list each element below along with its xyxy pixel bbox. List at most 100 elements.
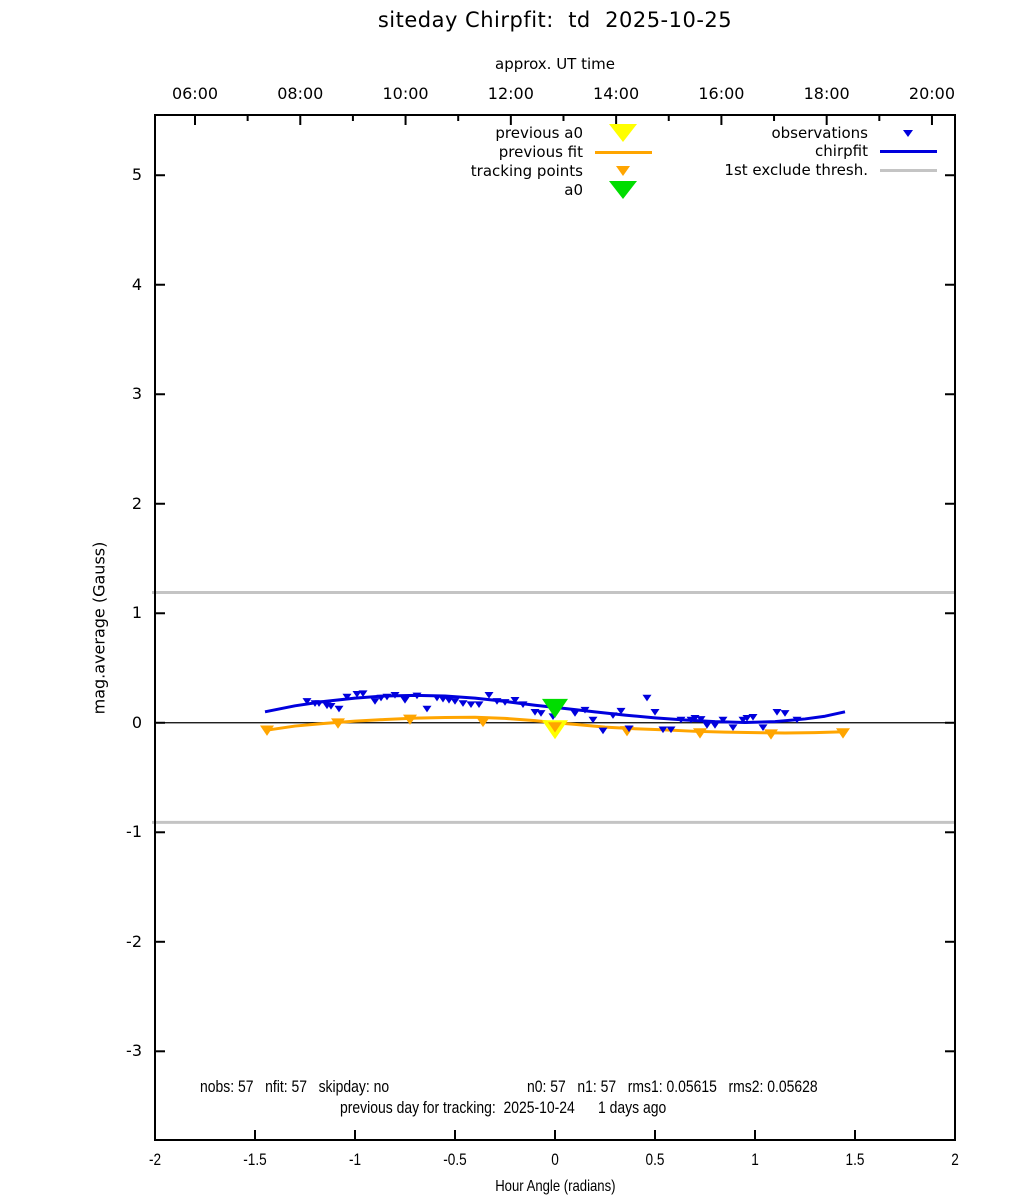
x-axis-title: Hour Angle (radians) xyxy=(155,1176,955,1196)
observation-point xyxy=(676,716,686,724)
plot-frame xyxy=(154,114,956,1141)
observation-point xyxy=(500,699,510,706)
y-axis-title: mag.average (Gauss) xyxy=(89,541,109,715)
tracking-point xyxy=(548,722,562,733)
previous-fit-legend-line-icon xyxy=(595,151,652,154)
top-axis-title: approx. UT time xyxy=(495,55,615,73)
stats-line2: previous day for tracking: 2025-10-24 1 … xyxy=(340,1099,738,1116)
observation-point xyxy=(334,705,344,713)
y-tick-label: 2 xyxy=(131,493,142,513)
x-tick-label: -2 xyxy=(148,1150,162,1169)
observation-point xyxy=(658,726,668,734)
observation-point xyxy=(458,700,468,707)
legend-label-exclude-thresh: 1st exclude thresh. xyxy=(724,161,868,179)
observation-point xyxy=(748,713,758,721)
tracking-point xyxy=(476,716,490,728)
observation-point xyxy=(422,705,432,713)
observation-point xyxy=(342,693,352,701)
observation-point xyxy=(588,716,598,724)
ut-tick-label: 14:00 xyxy=(593,84,640,103)
observation-point xyxy=(518,701,528,708)
observation-point xyxy=(728,724,738,731)
chart-title: siteday Chirpfit: td 2025-10-25 xyxy=(377,8,733,32)
ut-tick-label: 12:00 xyxy=(487,84,534,103)
observation-point xyxy=(376,694,386,702)
observation-point xyxy=(450,698,460,705)
ut-tick-label: 20:00 xyxy=(908,84,955,103)
observation-point xyxy=(608,712,618,719)
legend-label-tracking-points: tracking points xyxy=(470,162,583,180)
ut-tick-label: 18:00 xyxy=(803,84,850,103)
observation-point xyxy=(314,700,324,707)
exclude-thresh-legend-line-icon xyxy=(880,169,937,172)
tracking-point xyxy=(693,728,707,739)
observation-point xyxy=(702,722,712,729)
stats-line1-right: n0: 57 n1: 57 rms1: 0.05615 rms2: 0.0562… xyxy=(527,1078,881,1095)
tracking-points-legend-marker-icon xyxy=(616,166,630,176)
observation-point xyxy=(382,693,392,701)
observation-point xyxy=(412,692,422,700)
stats-line1-right-text: n0: 57 n1: 57 rms1: 0.05615 rms2: 0.0562… xyxy=(527,1077,818,1096)
ut-tick-label: 10:00 xyxy=(382,84,429,103)
chirpfit-curve xyxy=(264,693,846,724)
previous-a0-legend-marker-icon xyxy=(609,124,637,142)
observation-point xyxy=(510,696,520,704)
observation-point xyxy=(400,696,410,704)
observation-point xyxy=(536,710,546,717)
a0-marker xyxy=(542,698,568,718)
observation-point xyxy=(570,710,580,717)
x-tick-label: 0 xyxy=(551,1150,559,1169)
x-tick-label: 1.5 xyxy=(845,1150,865,1169)
y-tick-label: 5 xyxy=(131,165,142,185)
observation-point xyxy=(302,698,312,705)
y-tick-label: 4 xyxy=(131,274,142,294)
observation-point xyxy=(696,716,706,723)
observation-point xyxy=(650,709,660,716)
observation-point xyxy=(370,698,380,705)
observation-point xyxy=(352,690,362,698)
observation-point xyxy=(758,724,768,731)
x-tick-label: -0.5 xyxy=(443,1150,467,1169)
x-tick-label: -1 xyxy=(348,1150,362,1169)
tracking-point xyxy=(764,729,778,740)
observation-point xyxy=(780,710,790,717)
y-tick-label: 3 xyxy=(131,384,142,404)
observation-point xyxy=(390,692,400,699)
x-tick-label: 1 xyxy=(751,1150,759,1169)
ut-tick-label: 06:00 xyxy=(171,84,219,103)
x-tick-label: 0.5 xyxy=(645,1150,665,1169)
chirpfit-legend-line-icon xyxy=(880,150,937,153)
observation-point xyxy=(772,709,782,716)
y-tick-label: 0 xyxy=(131,712,142,732)
observation-point xyxy=(616,707,626,715)
observation-point xyxy=(492,698,502,705)
x-axis-title-text: Hour Angle (radians) xyxy=(494,1178,616,1195)
tracking-point xyxy=(260,725,274,736)
observation-point xyxy=(642,694,652,702)
observation-point xyxy=(580,706,590,714)
observations-legend-marker-icon xyxy=(903,130,913,137)
legend-label-a0: a0 xyxy=(564,181,583,199)
a0-legend-marker-icon xyxy=(609,181,637,199)
stats-line1-left-text: nobs: 57 nfit: 57 skipday: no xyxy=(200,1077,390,1096)
stats-line2-text: previous day for tracking: 2025-10-24 1 … xyxy=(340,1098,667,1117)
observation-point xyxy=(718,716,728,724)
tracking-point xyxy=(331,718,345,729)
legend-label-chirpfit: chirpfit xyxy=(815,142,868,160)
observation-point xyxy=(358,690,368,698)
y-tick-label: -2 xyxy=(126,931,142,951)
legend-label-previous-a0: previous a0 xyxy=(495,124,583,142)
observation-point xyxy=(326,703,336,710)
tracking-point xyxy=(836,728,850,739)
observation-point xyxy=(742,715,752,722)
observation-point xyxy=(474,701,484,708)
observation-point xyxy=(666,726,676,734)
observation-point xyxy=(624,725,634,733)
observation-point xyxy=(792,716,802,724)
y-tick-label: -3 xyxy=(126,1041,142,1061)
ut-tick-label: 16:00 xyxy=(698,84,745,103)
y-tick-label: 1 xyxy=(131,603,142,623)
tracking-point xyxy=(403,714,417,725)
